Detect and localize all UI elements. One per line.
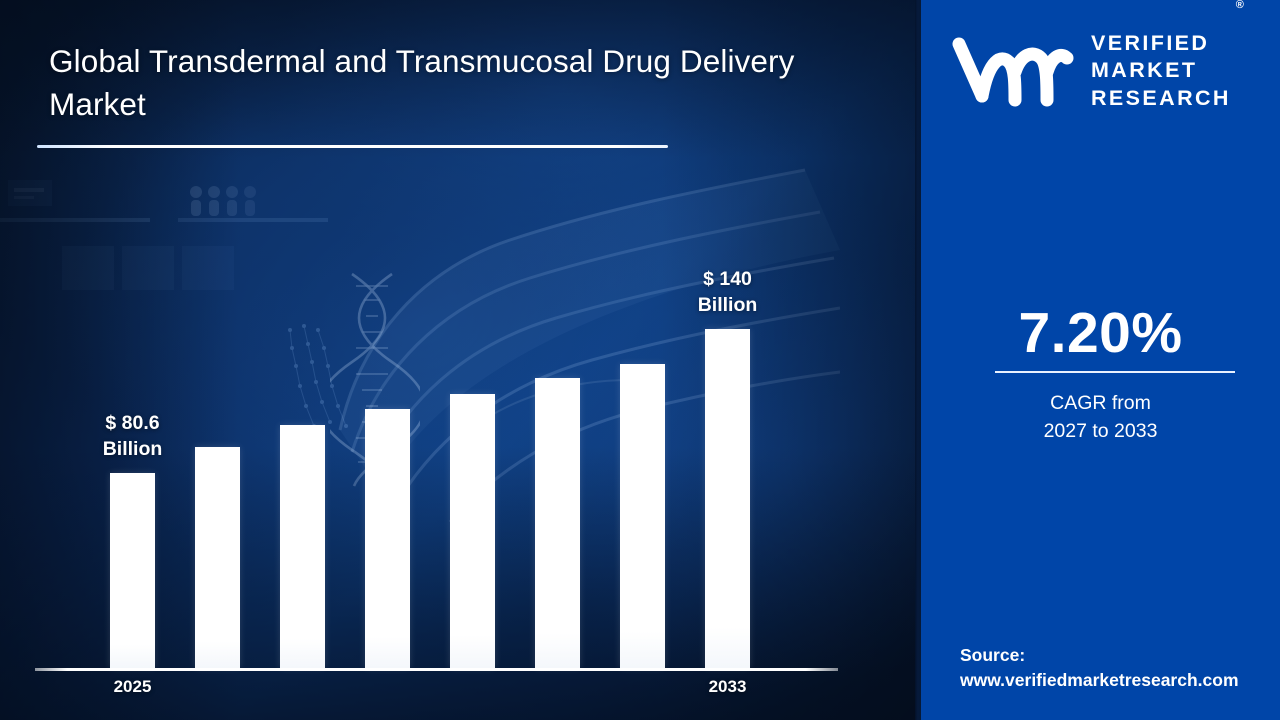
source-footer: Source: www.verifiedmarketresearch.com: [960, 645, 1239, 691]
registered-trademark-icon: ®: [1235, 0, 1244, 12]
cagr-divider: [995, 371, 1235, 373]
brand-logo-text: VERIFIED MARKET RESEARCH ®: [1091, 0, 1244, 138]
bar-chart: $ 80.6 Billion $ 140 Billion 2025 2033: [35, 268, 838, 696]
bar-2033: [705, 329, 750, 668]
page-title: Global Transdermal and Transmucosal Drug…: [49, 43, 795, 123]
chart-axis-line: [35, 668, 838, 671]
axis-label-2025: 2025: [113, 677, 152, 696]
bar-value-label-2025: $ 80.6 Billion: [102, 411, 163, 460]
brand-logo-words: VERIFIED MARKET RESEARCH: [1091, 31, 1231, 110]
bar-value-label-2033: $ 140 Billion: [697, 268, 758, 317]
cagr-value: 7.20%: [1018, 301, 1183, 365]
chart-panel: Global Transdermal and Transmucosal Drug…: [0, 0, 918, 720]
bar-2030: [535, 377, 580, 668]
vmr-logo-icon: [952, 37, 1074, 107]
brand-logo[interactable]: VERIFIED MARKET RESEARCH ®: [949, 0, 1259, 117]
bar-2029: [450, 394, 495, 668]
cagr-caption: CAGR from 2027 to 2033: [1043, 392, 1158, 442]
title-underline: [37, 145, 668, 148]
axis-label-2033: 2033: [708, 677, 747, 696]
brand-panel: VERIFIED MARKET RESEARCH ® 7.20%: [921, 0, 1280, 720]
bar-2031: [620, 364, 665, 668]
bar-2028: [365, 408, 410, 668]
bar-2025: [110, 472, 155, 668]
bar-2027: [280, 425, 325, 668]
panel-divider: [915, 0, 921, 720]
bar-2026: [195, 446, 240, 668]
